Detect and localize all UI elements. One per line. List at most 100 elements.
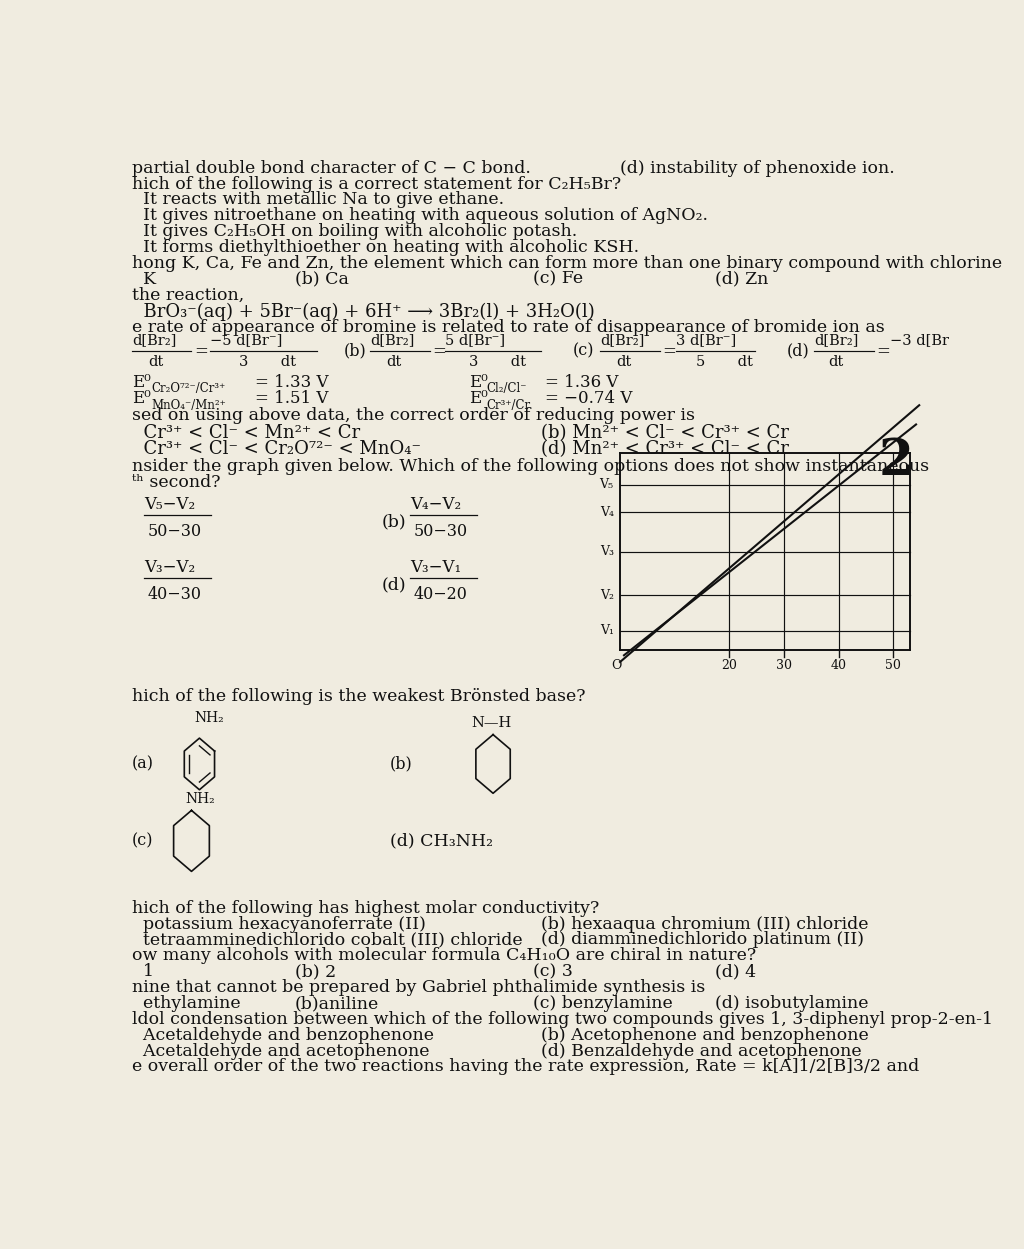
Text: V₃: V₃ xyxy=(600,546,613,558)
Text: the reaction,: the reaction, xyxy=(132,286,244,304)
Text: 5 d[Br⁻]: 5 d[Br⁻] xyxy=(445,333,506,347)
Text: (d) Benzaldehyde and acetophenone: (d) Benzaldehyde and acetophenone xyxy=(541,1043,861,1059)
Text: hich of the following is a correct statement for C₂H₅Br?: hich of the following is a correct state… xyxy=(132,176,622,192)
Text: 50−30: 50−30 xyxy=(414,523,468,540)
Text: (d) Mn²⁺ < Cr³⁺ < Cl⁻ < Cr: (d) Mn²⁺ < Cr³⁺ < Cl⁻ < Cr xyxy=(541,441,788,458)
Text: (b): (b) xyxy=(390,756,413,772)
Text: It gives C₂H₅OH on boiling with alcoholic potash.: It gives C₂H₅OH on boiling with alcoholi… xyxy=(132,224,578,240)
Text: ᵗʰ second?: ᵗʰ second? xyxy=(132,473,220,491)
Text: nine that cannot be prepared by Gabriel phthalimide synthesis is: nine that cannot be prepared by Gabriel … xyxy=(132,979,706,995)
Text: (d) instability of phenoxide ion.: (d) instability of phenoxide ion. xyxy=(620,160,895,176)
Text: e overall order of the two reactions having the rate expression, Rate = k[A]1/2[: e overall order of the two reactions hav… xyxy=(132,1058,920,1075)
Text: (b)aniline: (b)aniline xyxy=(295,995,379,1012)
Text: =: = xyxy=(432,343,445,360)
Text: tetraamminedichlorido cobalt (III) chloride: tetraamminedichlorido cobalt (III) chlor… xyxy=(132,932,522,948)
Text: V₁: V₁ xyxy=(600,624,613,637)
Text: E⁰: E⁰ xyxy=(469,391,488,407)
Text: −3 d[Br: −3 d[Br xyxy=(890,333,949,347)
Text: 3       dt: 3 dt xyxy=(469,356,526,370)
Text: hong K, Ca, Fe and Zn, the element which can form more than one binary compound : hong K, Ca, Fe and Zn, the element which… xyxy=(132,255,1002,272)
Text: 3       dt: 3 dt xyxy=(240,356,296,370)
Text: (d): (d) xyxy=(786,343,809,360)
Text: (b): (b) xyxy=(382,513,407,531)
Text: d[Br₂]: d[Br₂] xyxy=(814,333,859,347)
Text: d[Br₂]: d[Br₂] xyxy=(600,333,644,347)
Text: O: O xyxy=(611,659,622,672)
Text: K: K xyxy=(132,271,156,287)
Text: V₂: V₂ xyxy=(600,588,613,602)
Text: 50: 50 xyxy=(886,659,901,672)
Text: (c): (c) xyxy=(132,832,154,849)
Text: = 1.36 V: = 1.36 V xyxy=(545,373,618,391)
Text: Acetaldehyde and acetophenone: Acetaldehyde and acetophenone xyxy=(132,1043,429,1059)
Text: V₅−V₂: V₅−V₂ xyxy=(143,496,195,513)
Text: (d) diamminedichlorido platinum (II): (d) diamminedichlorido platinum (II) xyxy=(541,932,863,948)
Text: −5 d[Br⁻]: −5 d[Br⁻] xyxy=(210,333,283,347)
Text: (b) 2: (b) 2 xyxy=(295,963,336,980)
Text: NH₂: NH₂ xyxy=(195,711,224,724)
Text: (b) Ca: (b) Ca xyxy=(295,271,348,287)
Text: Cr³⁺ < Cl⁻ < Cr₂O⁷²⁻ < MnO₄⁻: Cr³⁺ < Cl⁻ < Cr₂O⁷²⁻ < MnO₄⁻ xyxy=(132,441,421,458)
Text: d[Br₂]: d[Br₂] xyxy=(370,333,415,347)
Text: (c) Fe: (c) Fe xyxy=(532,271,583,287)
Text: partial double bond character of C − C bond.: partial double bond character of C − C b… xyxy=(132,160,530,176)
Text: (c) benzylamine: (c) benzylamine xyxy=(532,995,673,1012)
Text: 40: 40 xyxy=(830,659,847,672)
Text: dt: dt xyxy=(386,356,401,370)
Text: 20: 20 xyxy=(721,659,737,672)
Text: = −0.74 V: = −0.74 V xyxy=(545,391,632,407)
Text: (d) Zn: (d) Zn xyxy=(715,271,769,287)
Text: (b) hexaaqua chromium (III) chloride: (b) hexaaqua chromium (III) chloride xyxy=(541,916,868,933)
Text: 40−30: 40−30 xyxy=(147,586,202,603)
Text: dt: dt xyxy=(147,356,163,370)
Text: 50−30: 50−30 xyxy=(147,523,202,540)
Text: 1: 1 xyxy=(132,963,154,980)
Text: BrO₃⁻(aq) + 5Br⁻(aq) + 6H⁺ ⟶ 3Br₂(l) + 3H₂O(l): BrO₃⁻(aq) + 5Br⁻(aq) + 6H⁺ ⟶ 3Br₂(l) + 3… xyxy=(132,302,595,321)
Text: 40−20: 40−20 xyxy=(414,586,468,603)
Text: e rate of appearance of bromine is related to rate of disappearance of bromide i: e rate of appearance of bromine is relat… xyxy=(132,320,885,336)
Text: N—H: N—H xyxy=(471,716,512,731)
Text: = 1.33 V: = 1.33 V xyxy=(255,373,329,391)
Text: dt: dt xyxy=(828,356,843,370)
Text: ldol condensation between which of the following two compounds gives 1, 3-diphen: ldol condensation between which of the f… xyxy=(132,1010,993,1028)
Text: Cr³⁺/Cr: Cr³⁺/Cr xyxy=(486,400,530,412)
Text: (c) 3: (c) 3 xyxy=(532,963,572,980)
Text: nsider the graph given below. Which of the following options does not show insta: nsider the graph given below. Which of t… xyxy=(132,458,929,475)
Text: =: = xyxy=(194,343,208,360)
Text: 3 d[Br⁻]: 3 d[Br⁻] xyxy=(676,333,736,347)
Text: E⁰: E⁰ xyxy=(132,373,151,391)
Text: hich of the following is the weakest Brönsted base?: hich of the following is the weakest Brö… xyxy=(132,688,586,706)
Text: dt: dt xyxy=(616,356,632,370)
Text: 30: 30 xyxy=(776,659,792,672)
Text: (a): (a) xyxy=(132,756,154,772)
Text: It gives nitroethane on heating with aqueous solution of AgNO₂.: It gives nitroethane on heating with aqu… xyxy=(132,207,708,225)
Text: MnO₄⁻/Mn²⁺: MnO₄⁻/Mn²⁺ xyxy=(152,400,226,412)
Text: V₅: V₅ xyxy=(600,478,613,491)
Text: E⁰: E⁰ xyxy=(132,391,151,407)
Text: potassium hexacyanoferrate (II): potassium hexacyanoferrate (II) xyxy=(132,916,426,933)
Text: hich of the following has highest molar conductivity?: hich of the following has highest molar … xyxy=(132,899,599,917)
Text: sed on using above data, the correct order of reducing power is: sed on using above data, the correct ord… xyxy=(132,407,695,425)
Text: ow many alcohols with molecular formula C₄H₁₀O are chiral in nature?: ow many alcohols with molecular formula … xyxy=(132,947,756,964)
Text: =: = xyxy=(877,343,890,360)
Text: ethylamine: ethylamine xyxy=(132,995,241,1012)
Text: (b): (b) xyxy=(344,343,367,360)
Text: d[Br₂]: d[Br₂] xyxy=(132,333,176,347)
Text: Cr³⁺ < Cl⁻ < Mn²⁺ < Cr: Cr³⁺ < Cl⁻ < Mn²⁺ < Cr xyxy=(132,423,360,442)
Text: (c): (c) xyxy=(572,343,594,360)
Text: 5       dt: 5 dt xyxy=(696,356,753,370)
Text: (b) Mn²⁺ < Cl⁻ < Cr³⁺ < Cr: (b) Mn²⁺ < Cl⁻ < Cr³⁺ < Cr xyxy=(541,423,788,442)
Text: NH₂: NH₂ xyxy=(185,792,215,806)
Text: Cl₂/Cl⁻: Cl₂/Cl⁻ xyxy=(486,382,527,396)
Text: V₃−V₂: V₃−V₂ xyxy=(143,560,195,576)
Text: (d) CH₃NH₂: (d) CH₃NH₂ xyxy=(390,832,493,849)
Text: (b) Acetophenone and benzophenone: (b) Acetophenone and benzophenone xyxy=(541,1027,868,1044)
Text: 2: 2 xyxy=(879,437,913,486)
Text: V₄−V₂: V₄−V₂ xyxy=(410,496,461,513)
Text: It reacts with metallic Na to give ethane.: It reacts with metallic Na to give ethan… xyxy=(132,191,504,209)
Text: V₃−V₁: V₃−V₁ xyxy=(410,560,461,576)
Text: (d): (d) xyxy=(382,577,407,593)
Text: (d) 4: (d) 4 xyxy=(715,963,757,980)
Text: = 1.51 V: = 1.51 V xyxy=(255,391,329,407)
Text: Acetaldehyde and benzophenone: Acetaldehyde and benzophenone xyxy=(132,1027,434,1044)
